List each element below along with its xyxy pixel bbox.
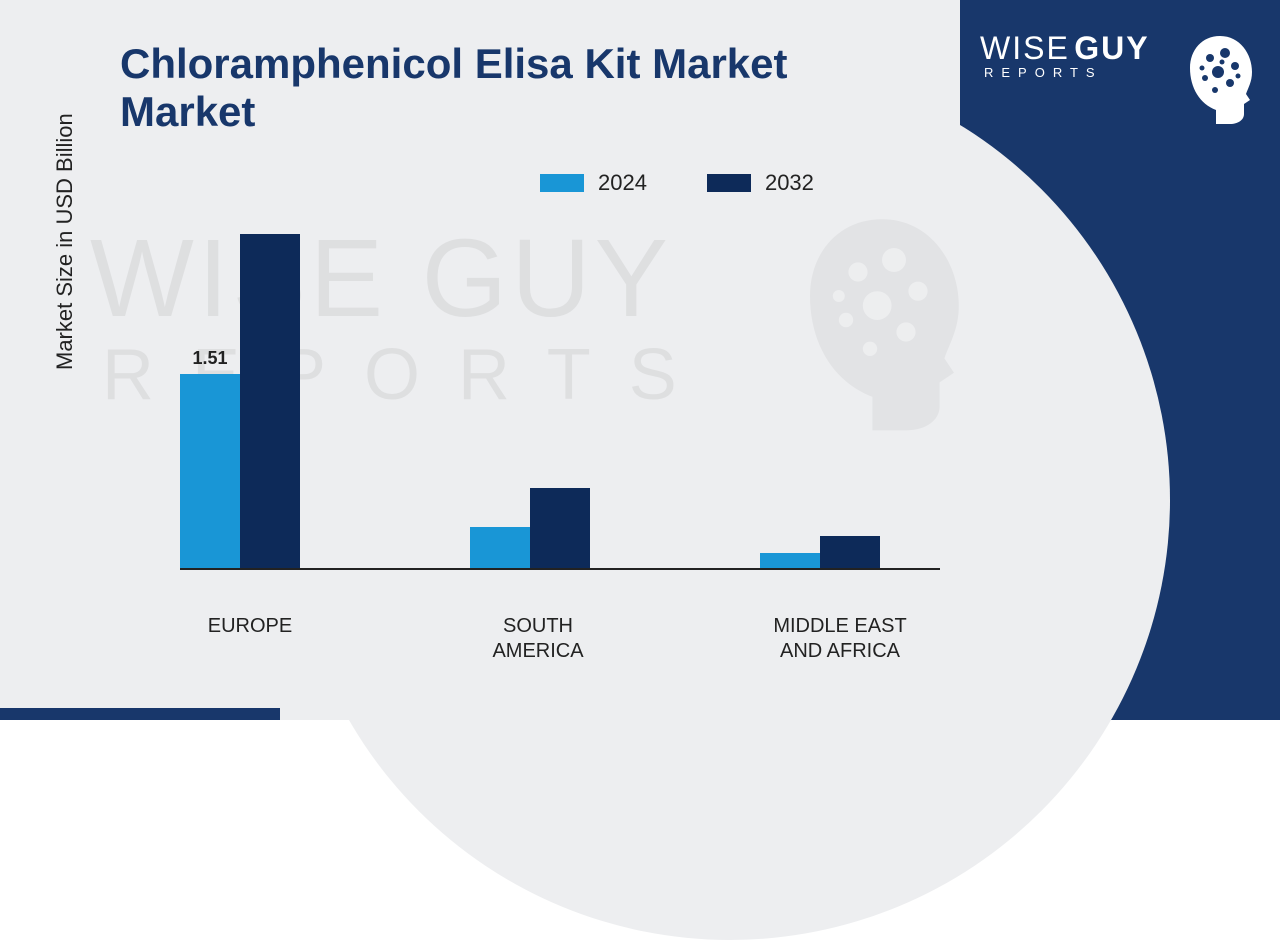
plot-area: 1.51EUROPESOUTH AMERICAMIDDLE EAST AND A… — [180, 210, 940, 570]
bar-value-label: 1.51 — [192, 348, 227, 369]
bar — [530, 488, 590, 568]
bar-group — [470, 488, 590, 568]
bar: 1.51 — [180, 374, 240, 568]
category-label: EUROPE — [170, 614, 330, 639]
bar — [760, 553, 820, 568]
page-container: WISE GUY REPORTS Chloramphenicol Elisa K… — [0, 0, 1280, 720]
bottom-accent-strip — [0, 708, 280, 720]
logo-text-row: WISE GUY — [980, 30, 1240, 67]
bar — [470, 527, 530, 568]
legend-label: 2024 — [598, 170, 647, 196]
y-axis-label: Market Size in USD Billion — [52, 113, 78, 370]
legend-item: 2024 — [540, 170, 647, 196]
bar-group — [760, 536, 880, 568]
bar — [820, 536, 880, 568]
x-axis-line — [180, 568, 940, 570]
legend-item: 2032 — [707, 170, 814, 196]
category-label: SOUTH AMERICA — [458, 614, 618, 664]
logo-word2: GUY — [1074, 30, 1149, 66]
logo-subtitle: REPORTS — [980, 65, 1240, 80]
bar — [240, 234, 300, 568]
legend: 2024 2032 — [540, 170, 814, 196]
legend-swatch — [540, 174, 584, 192]
bar-group: 1.51 — [180, 234, 300, 568]
brand-logo: WISE GUY REPORTS — [980, 30, 1240, 80]
legend-swatch — [707, 174, 751, 192]
legend-label: 2032 — [765, 170, 814, 196]
category-label: MIDDLE EAST AND AFRICA — [770, 614, 910, 664]
chart-title: Chloramphenicol Elisa Kit Market Market — [120, 40, 880, 137]
chart-area: Market Size in USD Billion 20242032 1.51… — [70, 170, 950, 670]
logo-word1: WISE — [980, 30, 1070, 66]
